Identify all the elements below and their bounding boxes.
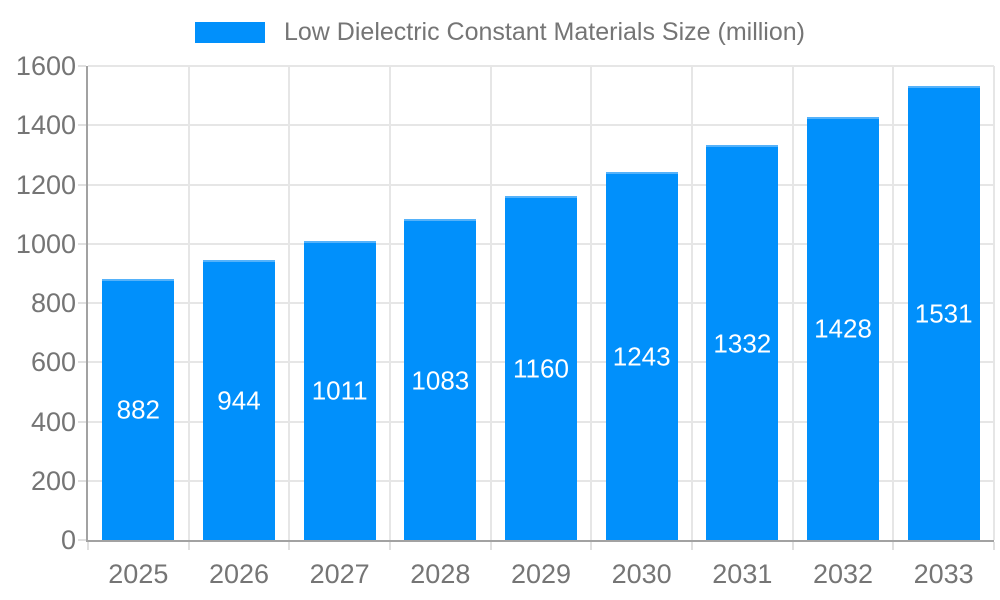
bar-value-label: 882 xyxy=(116,394,161,425)
gridline-horizontal xyxy=(88,65,994,67)
y-axis-tick xyxy=(78,302,86,304)
x-axis-line xyxy=(86,540,994,542)
x-axis-label: 2033 xyxy=(913,559,974,589)
x-axis-label: 2027 xyxy=(309,559,370,589)
y-axis-tick xyxy=(78,183,86,186)
x-axis-label: 2028 xyxy=(410,559,471,589)
bar-value-label: 1428 xyxy=(814,313,872,344)
y-axis-label: 1200 xyxy=(15,169,76,200)
x-axis-label: 2030 xyxy=(611,559,672,589)
gridline-vertical xyxy=(791,66,794,540)
gridline-horizontal xyxy=(88,124,994,127)
bar-value-label: 1243 xyxy=(612,341,671,372)
bar-2033[interactable]: 1531 xyxy=(907,86,980,540)
gridline-vertical xyxy=(892,66,895,540)
gridline-vertical xyxy=(187,66,190,540)
y-axis-label: 0 xyxy=(60,525,76,555)
bar-value-label: 1332 xyxy=(713,328,772,359)
y-axis-line xyxy=(86,66,88,542)
y-axis-tick xyxy=(78,361,86,364)
gridline-vertical xyxy=(993,66,995,540)
x-axis-tick xyxy=(993,542,995,550)
bar-value-label: 944 xyxy=(217,385,261,416)
x-axis-label: 2032 xyxy=(812,559,874,589)
bar-value-label: 1531 xyxy=(914,298,973,329)
y-axis-tick xyxy=(78,124,86,127)
gridline-vertical xyxy=(590,66,593,540)
x-axis-tick xyxy=(87,542,89,550)
x-axis-tick xyxy=(791,542,794,550)
y-axis-label: 200 xyxy=(30,465,76,496)
bar-value-label: 1083 xyxy=(411,365,470,396)
x-axis-tick xyxy=(892,542,895,550)
bar-2029[interactable]: 1160 xyxy=(505,196,577,540)
bar-2025[interactable]: 882 xyxy=(102,278,175,540)
x-axis-tick xyxy=(187,542,190,550)
bar-2027[interactable]: 1011 xyxy=(303,240,376,540)
y-axis-label: 400 xyxy=(30,406,76,437)
x-axis-label: 2029 xyxy=(510,559,572,589)
bar-2028[interactable]: 1083 xyxy=(404,219,477,540)
gridline-vertical xyxy=(691,66,693,540)
y-axis-tick xyxy=(78,65,86,67)
x-axis-tick xyxy=(691,542,693,550)
plot-area: 882 944 1011 1083 1160 1243 1332 1428 1531 xyxy=(78,65,995,550)
legend-swatch-icon xyxy=(195,21,265,43)
gridline-vertical xyxy=(288,66,291,540)
x-axis-label: 2025 xyxy=(108,559,169,589)
y-axis-label: 1400 xyxy=(15,110,76,141)
y-axis-tick xyxy=(78,420,86,423)
y-axis-label: 1600 xyxy=(15,51,76,81)
bar-2026[interactable]: 944 xyxy=(203,260,275,540)
x-axis-tick xyxy=(288,542,291,550)
x-axis-tick xyxy=(389,542,391,550)
y-axis-label: 800 xyxy=(30,288,76,318)
bar-2030[interactable]: 1243 xyxy=(605,171,678,540)
legend[interactable]: Low Dielectric Constant Materials Size (… xyxy=(0,17,1000,47)
y-axis-label: 600 xyxy=(30,347,76,378)
gridline-vertical xyxy=(489,66,492,540)
y-axis-tick xyxy=(78,539,86,541)
x-axis-tick xyxy=(590,542,593,550)
bar-value-label: 1160 xyxy=(513,353,569,384)
bar-value-label: 1011 xyxy=(311,375,368,406)
legend-label: Low Dielectric Constant Materials Size (… xyxy=(284,18,805,46)
gridline-horizontal xyxy=(88,183,994,186)
gridline-vertical xyxy=(389,66,391,540)
y-axis-tick xyxy=(78,242,86,245)
bar-2032[interactable]: 1428 xyxy=(807,116,879,540)
bar-2031[interactable]: 1332 xyxy=(706,145,779,540)
y-axis-label: 1000 xyxy=(15,228,76,259)
x-axis-label: 2031 xyxy=(712,559,773,589)
x-axis-tick xyxy=(489,542,492,550)
x-axis-label: 2026 xyxy=(208,559,270,589)
y-axis-tick xyxy=(78,479,86,482)
